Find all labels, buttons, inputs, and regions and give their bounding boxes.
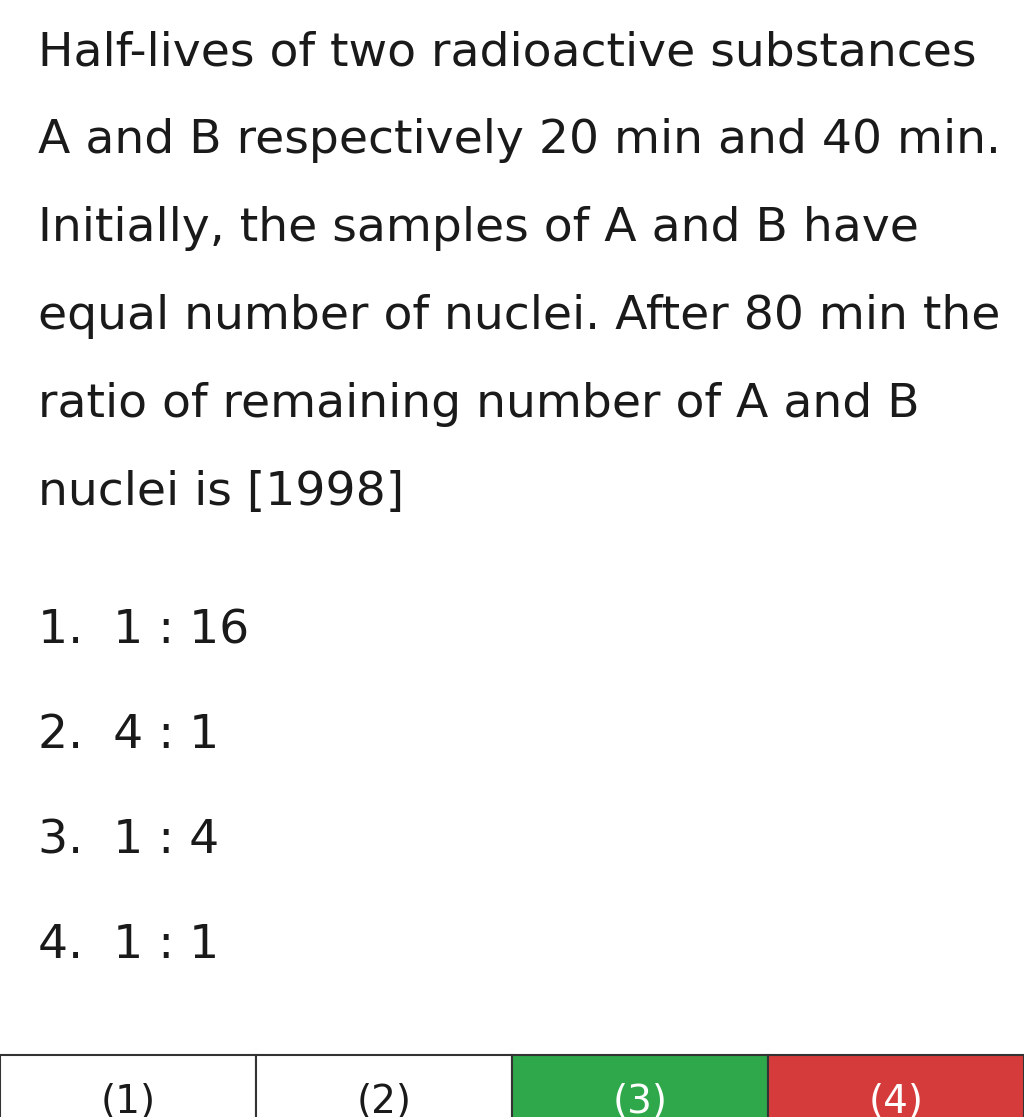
Text: nuclei is [1998]: nuclei is [1998] — [38, 470, 404, 515]
Text: ratio of remaining number of A and B: ratio of remaining number of A and B — [38, 382, 920, 427]
Text: A and B respectively 20 min and 40 min.: A and B respectively 20 min and 40 min. — [38, 118, 1001, 163]
Bar — [0, 1054, 256, 1117]
Text: 4.  1 : 1: 4. 1 : 1 — [38, 923, 219, 968]
Bar — [512, 1054, 768, 1117]
Text: (4): (4) — [868, 1083, 924, 1117]
Text: 1.  1 : 16: 1. 1 : 16 — [38, 608, 249, 653]
Text: Half-lives of two radioactive substances: Half-lives of two radioactive substances — [38, 30, 977, 75]
Text: Initially, the samples of A and B have: Initially, the samples of A and B have — [38, 206, 919, 251]
Text: (3): (3) — [612, 1083, 668, 1117]
Text: (1): (1) — [100, 1083, 156, 1117]
Text: (2): (2) — [356, 1083, 412, 1117]
Text: 2.  4 : 1: 2. 4 : 1 — [38, 713, 219, 758]
Bar — [768, 1054, 1024, 1117]
Bar — [256, 1054, 512, 1117]
Text: 3.  1 : 4: 3. 1 : 4 — [38, 818, 219, 863]
Text: equal number of nuclei. After 80 min the: equal number of nuclei. After 80 min the — [38, 294, 1000, 338]
